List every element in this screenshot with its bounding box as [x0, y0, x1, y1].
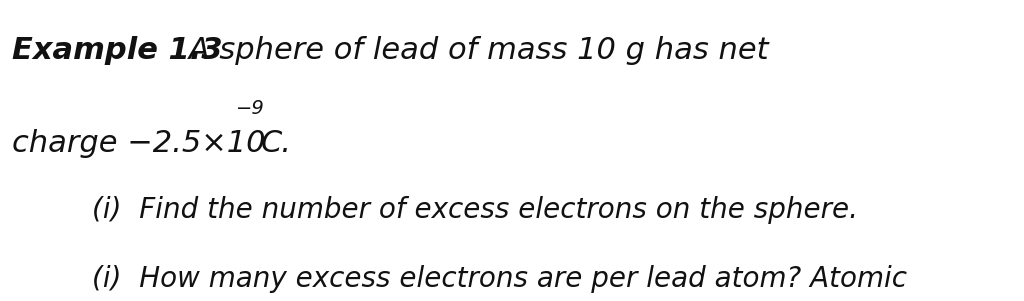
Text: A sphere of lead of mass 10 g has net: A sphere of lead of mass 10 g has net	[179, 36, 769, 65]
Text: C.: C.	[261, 129, 292, 158]
Text: (i)  Find the number of excess electrons on the sphere.: (i) Find the number of excess electrons …	[92, 196, 858, 224]
Text: −9: −9	[236, 99, 264, 118]
Text: (i)  How many excess electrons are per lead atom? Atomic: (i) How many excess electrons are per le…	[92, 265, 907, 293]
Text: charge −2.5×10: charge −2.5×10	[12, 129, 266, 158]
Text: Example 1.3: Example 1.3	[12, 36, 223, 65]
